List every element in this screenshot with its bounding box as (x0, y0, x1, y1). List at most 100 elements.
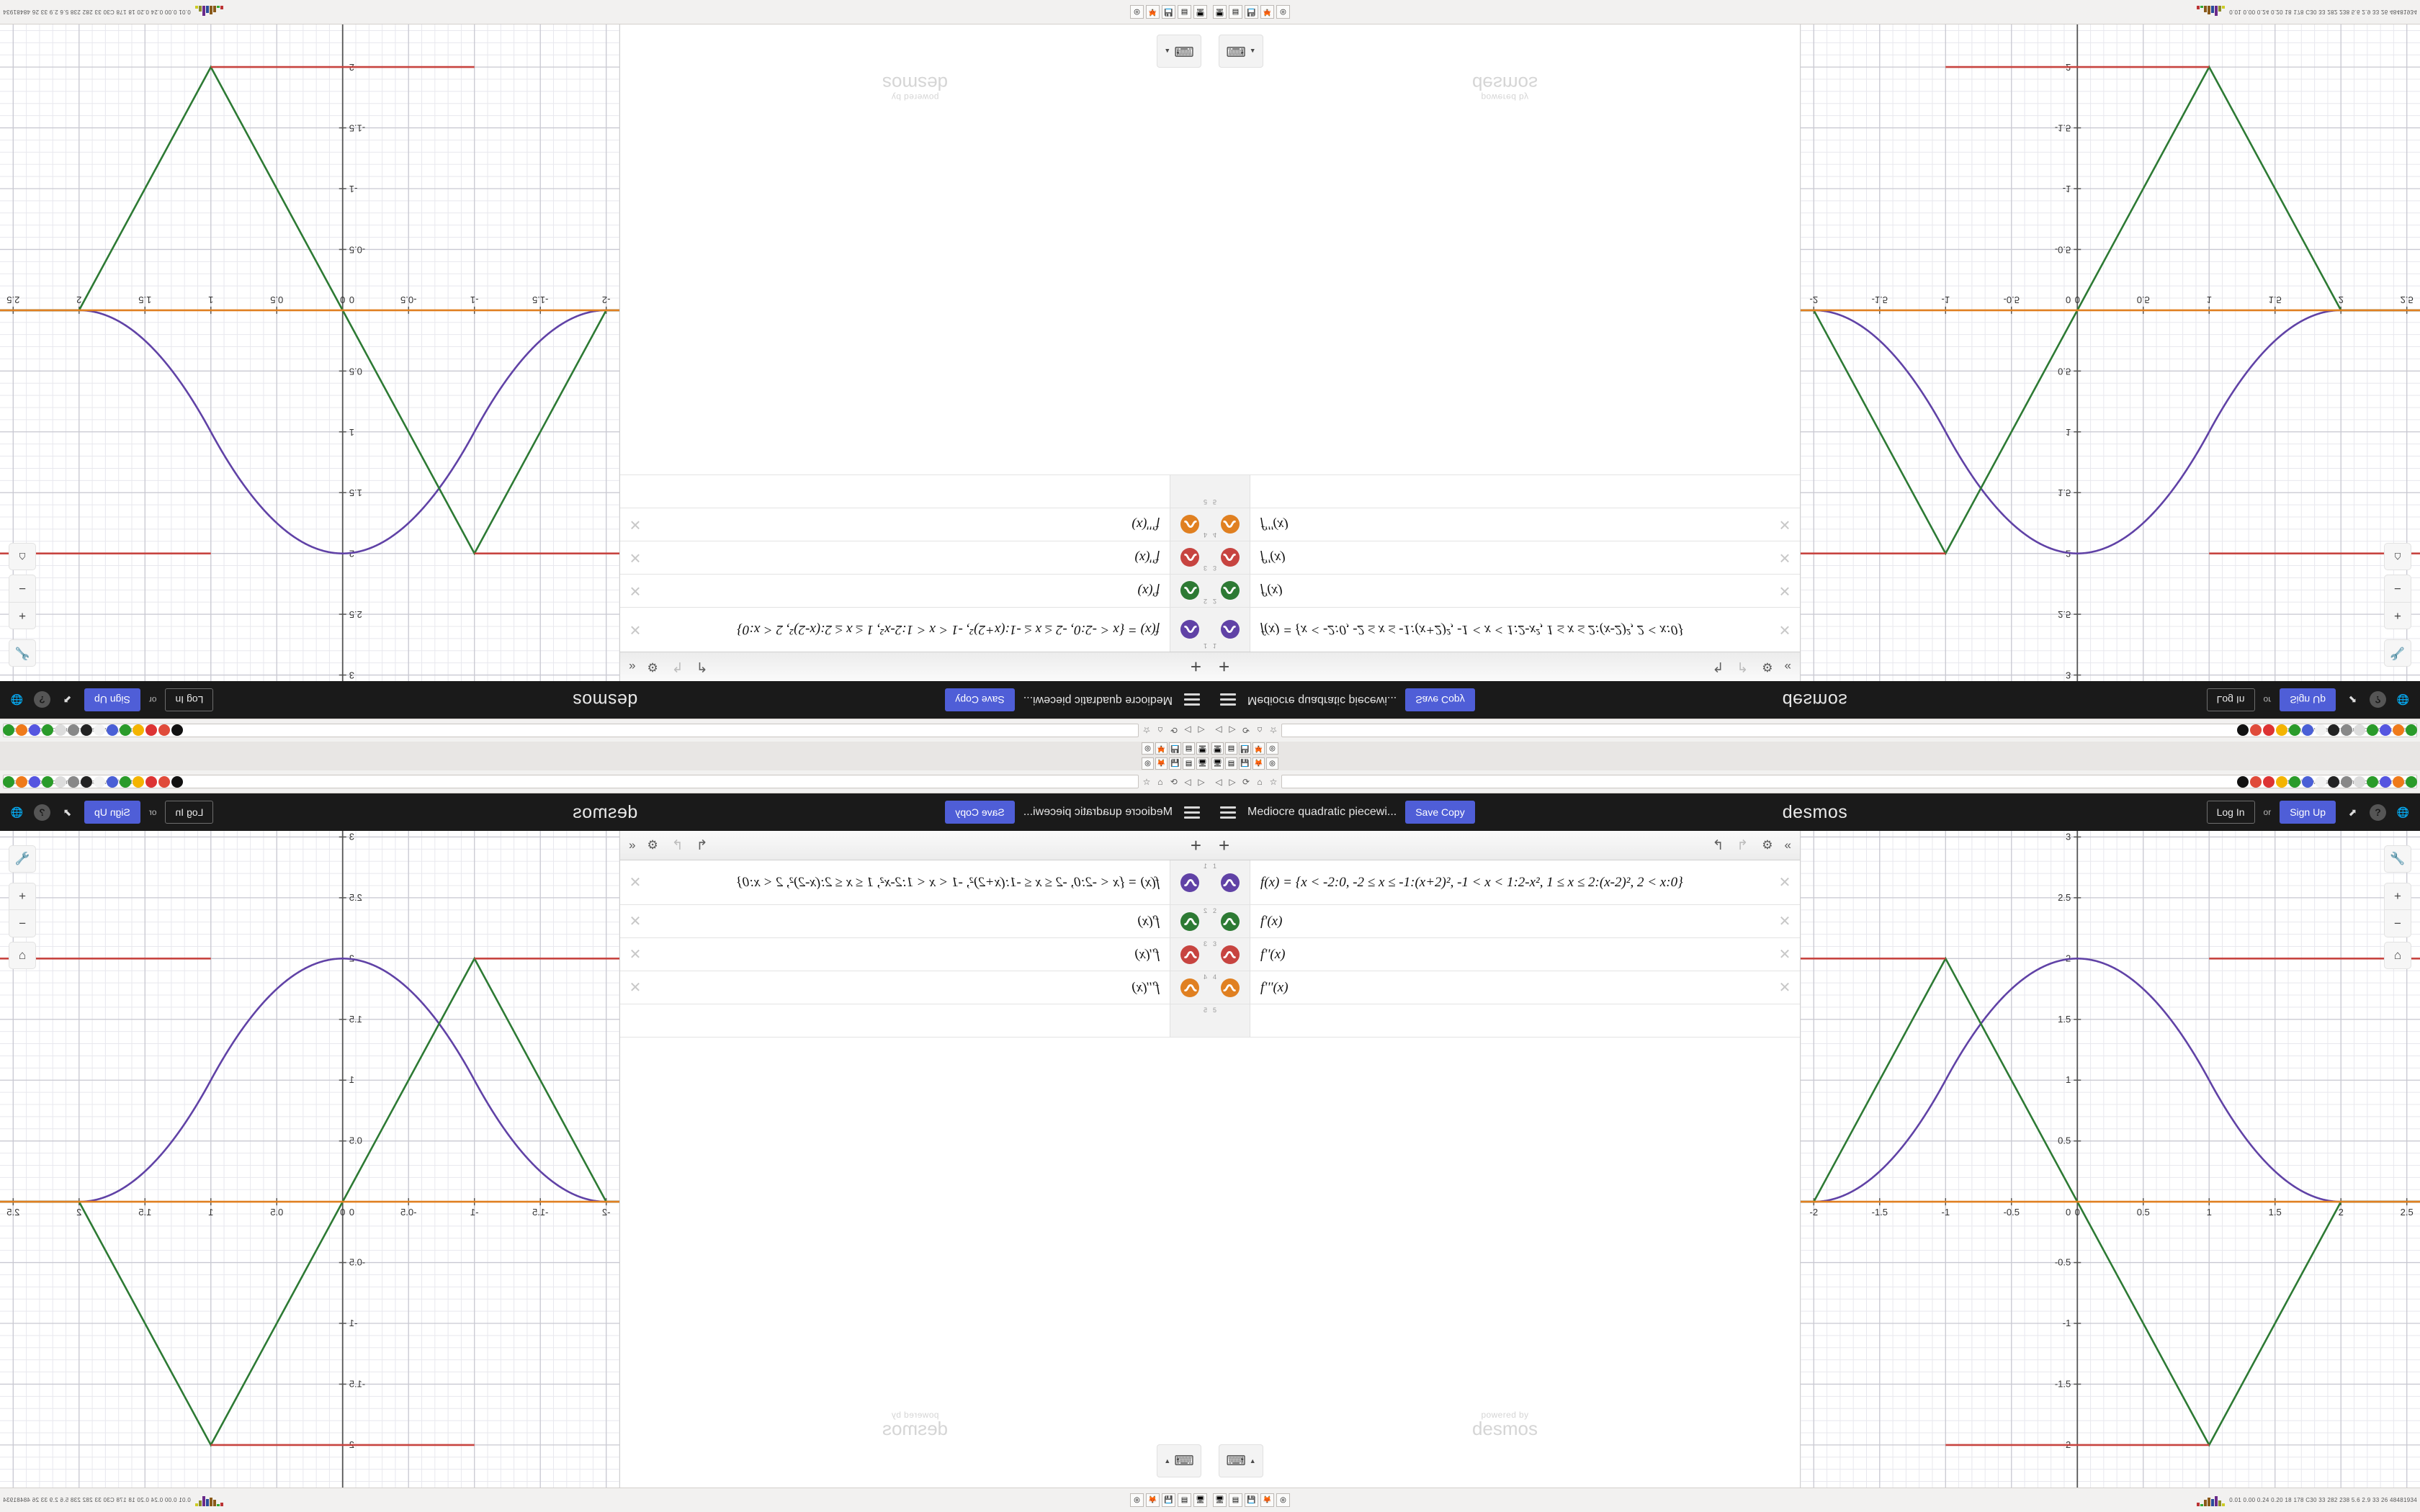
b-ext-icon[interactable] (171, 775, 183, 788)
language-globe-icon[interactable]: 🌐 (10, 806, 24, 818)
thumb-icon[interactable] (94, 775, 105, 788)
trash-icon[interactable] (2328, 724, 2339, 737)
gear-icon[interactable]: ⚙ (647, 838, 658, 852)
cc-icon[interactable] (2354, 775, 2365, 788)
gear-icon[interactable]: ⚙ (1762, 660, 1773, 674)
home-icon[interactable]: ⌂ (9, 942, 36, 969)
cc-icon[interactable] (55, 724, 66, 737)
redo-icon[interactable]: ↱ (1736, 837, 1749, 853)
google-ext-icon[interactable] (2276, 724, 2287, 737)
login-button[interactable]: Log In (2206, 801, 2255, 824)
opera-icon[interactable]: ◎ (1142, 742, 1154, 755)
green-ext-icon[interactable] (120, 724, 131, 737)
opera-icon[interactable]: ◎ (1266, 742, 1278, 755)
thumb-icon[interactable] (94, 724, 105, 737)
blue-ext-icon[interactable] (2380, 724, 2391, 737)
reload-icon[interactable]: ⟳ (1242, 725, 1250, 736)
bookmark-icon[interactable]: ☆ (1142, 776, 1151, 787)
close-x-icon[interactable]: ✕ (629, 875, 642, 891)
close-x-icon[interactable]: ✕ (629, 516, 642, 532)
floppy-icon[interactable]: 💾 (1162, 5, 1175, 19)
expression-row[interactable]: 2 f'(x) ✕ (1210, 574, 1800, 607)
save-copy-button[interactable]: Save Copy (945, 801, 1015, 824)
expression-latex[interactable]: f(x) = {x < -2:0, -2 ≤ x ≤ -1:(x+2)², -1… (1260, 622, 1683, 638)
expression-latex[interactable]: f'(x) (1137, 913, 1160, 929)
terminal-icon[interactable]: ▤ (1229, 5, 1242, 19)
undo-icon[interactable]: ↰ (696, 837, 708, 853)
expression-color-swatch[interactable] (1220, 945, 1240, 964)
firefox-icon[interactable]: 🦊 (1252, 742, 1265, 755)
green-ext-icon[interactable] (2289, 775, 2300, 788)
plus-icon[interactable]: + (2384, 602, 2411, 629)
adblock-icon[interactable] (2263, 775, 2275, 788)
green3-icon[interactable] (2406, 724, 2417, 737)
firefox-icon[interactable]: 🦊 (1260, 1493, 1274, 1507)
share-icon[interactable]: ⬈ (2348, 694, 2357, 706)
help-icon[interactable]: ? (2370, 691, 2386, 708)
keyboard-toggle-button[interactable]: ⌨ ▲ (1157, 35, 1201, 68)
expression-latex[interactable]: f(x) = {x < -2:0, -2 ≤ x ≤ -1:(x+2)², -1… (737, 622, 1160, 638)
adblock-icon[interactable] (2263, 724, 2275, 737)
home-icon[interactable]: ⌂ (2384, 543, 2411, 570)
expression-row[interactable]: 1 f(x) = {x < -2:0, -2 ≤ x ≤ -1:(x+2)², … (620, 607, 1210, 652)
undo-icon[interactable]: ↰ (696, 659, 708, 675)
back-arrow-icon[interactable]: ◁ (1215, 776, 1222, 787)
display-icon[interactable]: 🖥 (1213, 5, 1227, 19)
expression-latex[interactable]: f''(x) (1134, 946, 1160, 962)
back-arrow-icon[interactable]: ◁ (1198, 725, 1205, 736)
add-expression-button[interactable]: + (1219, 656, 1230, 678)
help-icon[interactable]: ? (34, 691, 50, 708)
expression-color-swatch[interactable] (1180, 581, 1200, 600)
signup-button[interactable]: Sign Up (84, 688, 140, 711)
expression-latex[interactable]: f'''(x) (1131, 979, 1160, 995)
g-ext-icon[interactable] (158, 775, 170, 788)
graph-title[interactable]: Mediocre quadratic piecewi... (1247, 694, 1397, 706)
google-ext-icon[interactable] (133, 775, 144, 788)
close-x-icon[interactable]: ✕ (629, 582, 642, 598)
expression-color-swatch[interactable] (1220, 978, 1240, 997)
share-icon[interactable]: ⬈ (63, 806, 72, 818)
b-ext-icon[interactable] (2237, 775, 2249, 788)
floppy-icon[interactable]: 💾 (1239, 742, 1251, 755)
expression-color-swatch[interactable] (1220, 912, 1240, 931)
redo-icon[interactable]: ↱ (671, 837, 684, 853)
terminal-icon[interactable]: ▤ (1225, 757, 1237, 770)
login-button[interactable]: Log In (165, 801, 214, 824)
orange-ext-icon[interactable] (2393, 724, 2404, 737)
display-icon[interactable]: 🖥 (1211, 742, 1224, 755)
cc-icon[interactable] (2354, 724, 2365, 737)
blue-ext-icon[interactable] (2380, 775, 2391, 788)
expression-row[interactable]: 3 f''(x) ✕ (620, 541, 1210, 574)
opera-icon[interactable]: ◎ (1276, 1493, 1290, 1507)
close-x-icon[interactable]: ✕ (1778, 875, 1791, 891)
orange-ext-icon[interactable] (16, 724, 27, 737)
opera-icon[interactable]: ◎ (1276, 5, 1290, 19)
green2-icon[interactable] (42, 724, 53, 737)
forward-arrow-icon[interactable]: ▷ (1229, 776, 1236, 787)
terminal-icon[interactable]: ▤ (1183, 742, 1195, 755)
reload-icon[interactable]: ⟳ (1242, 776, 1250, 787)
expression-row-empty[interactable]: 5 (620, 1004, 1210, 1038)
back-arrow-icon[interactable]: ◁ (1198, 776, 1205, 787)
add-expression-button[interactable]: + (1219, 834, 1230, 856)
expression-latex[interactable]: f'''(x) (1260, 517, 1289, 533)
wrench-icon[interactable]: 🔧 (2384, 639, 2411, 667)
green-ext-icon[interactable] (2289, 724, 2300, 737)
close-x-icon[interactable]: ✕ (629, 947, 642, 963)
expression-latex[interactable]: f''(x) (1260, 946, 1286, 962)
vk-icon[interactable] (2302, 775, 2313, 788)
plus-icon[interactable]: + (9, 602, 36, 629)
graph-title[interactable]: Mediocre quadratic piecewi... (1023, 694, 1173, 706)
minus-icon[interactable]: − (2384, 910, 2411, 937)
expression-row-empty[interactable]: 5 (620, 474, 1210, 508)
language-globe-icon[interactable]: 🌐 (2396, 806, 2410, 818)
help-icon[interactable]: ? (2370, 804, 2386, 821)
hamburger-icon[interactable] (1184, 806, 1200, 819)
terminal-icon[interactable]: ▤ (1229, 1493, 1242, 1507)
display-icon[interactable]: 🖥 (1196, 742, 1209, 755)
trash-icon[interactable] (81, 724, 92, 737)
wrench-icon[interactable]: 🔧 (9, 845, 36, 873)
home-icon[interactable]: ⌂ (1257, 725, 1263, 736)
expression-latex[interactable]: f''(x) (1134, 550, 1160, 566)
terminal-icon[interactable]: ▤ (1183, 757, 1195, 770)
